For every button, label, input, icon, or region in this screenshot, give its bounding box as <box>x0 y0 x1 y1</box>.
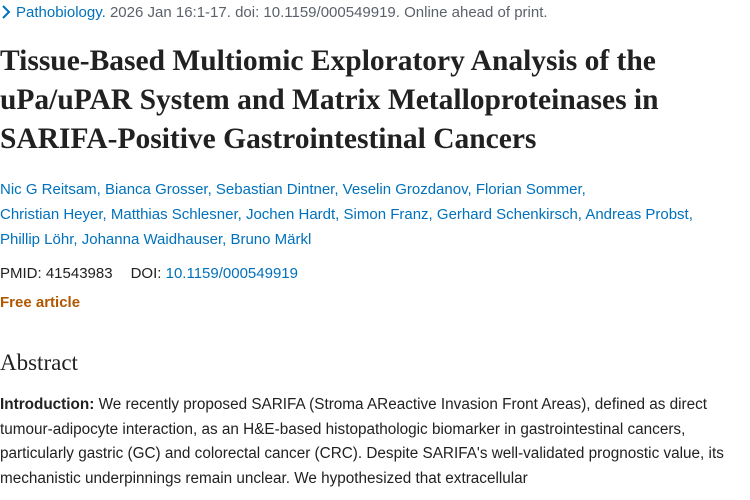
author-link[interactable]: Florian Sommer, <box>475 181 586 198</box>
author-link[interactable]: Bianca Grosser, <box>105 181 212 198</box>
author-row: Phillip Löhr, Johanna Waidhauser, Bruno … <box>0 227 693 252</box>
author-link[interactable]: Gerhard Schenkirsch, <box>436 206 582 223</box>
author-link[interactable]: Nic G Reitsam, <box>0 181 101 198</box>
author-link[interactable]: Matthias Schlesner, <box>110 206 242 223</box>
author-link[interactable]: Sebastian Dintner, <box>215 181 339 198</box>
abstract-text: Introduction: We recently proposed SARIF… <box>0 393 745 491</box>
citation-line: Pathobiology. 2026 Jan 16:1-17. doi: 10.… <box>0 4 548 21</box>
author-link[interactable]: Christian Heyer, <box>0 206 107 223</box>
author-link[interactable]: Andreas Probst, <box>585 206 693 223</box>
citation-details: 2026 Jan 16:1-17. doi: 10.1159/000549919… <box>109 4 548 21</box>
author-link[interactable]: Veselin Grozdanov, <box>342 181 472 198</box>
section-text: We recently proposed SARIFA (Stroma ARea… <box>0 396 724 487</box>
author-link[interactable]: Jochen Hardt, <box>245 206 340 223</box>
article-title: Tissue-Based Multiomic Exploratory Analy… <box>0 45 659 155</box>
author-list: Nic G Reitsam, Bianca Grosser, Sebastian… <box>0 177 693 252</box>
doi-link[interactable]: 10.1159/000549919 <box>165 265 298 282</box>
pmid-label: PMID: <box>0 265 42 282</box>
journal-link[interactable]: Pathobiology. <box>16 4 106 21</box>
identifiers: PMID: 41543983 DOI: 10.1159/000549919 <box>0 265 298 282</box>
free-article-badge: Free article <box>0 294 81 311</box>
pmid: 41543983 <box>45 265 113 282</box>
author-row: Christian Heyer, Matthias Schlesner, Joc… <box>0 202 693 227</box>
section-label: Introduction: <box>0 396 95 413</box>
author-link[interactable]: Johanna Waidhauser, <box>81 231 227 248</box>
abstract-heading: Abstract <box>0 350 78 375</box>
author-link[interactable]: Phillip Löhr, <box>0 231 78 248</box>
author-row: Nic G Reitsam, Bianca Grosser, Sebastian… <box>0 177 693 202</box>
author-link[interactable]: Bruno Märkl <box>230 231 312 248</box>
doi-label: DOI: <box>130 265 162 282</box>
expand-icon[interactable] <box>0 5 12 19</box>
author-link[interactable]: Simon Franz, <box>343 206 433 223</box>
